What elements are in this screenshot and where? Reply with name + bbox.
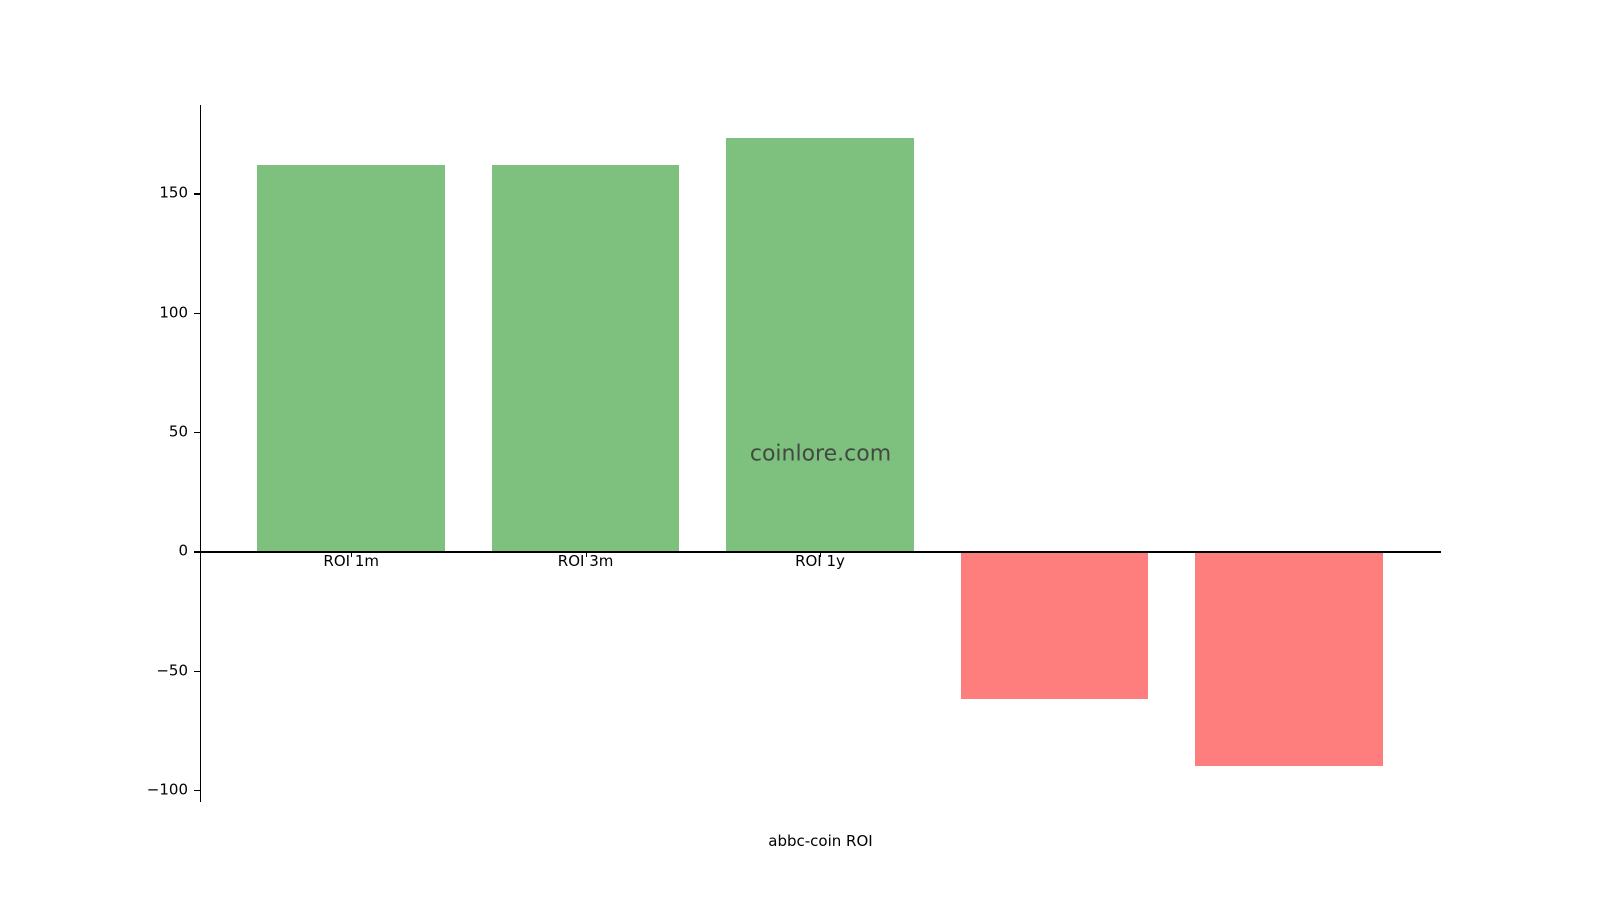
bar-roi-1y	[726, 138, 914, 552]
watermark-text: coinlore.com	[749, 441, 892, 466]
y-tick-mark	[194, 670, 200, 672]
y-axis-spine	[200, 105, 202, 802]
x-tick-mark	[820, 551, 822, 558]
x-axis-zero-line	[200, 551, 1441, 553]
y-tick-mark	[194, 312, 200, 314]
y-tick-mark	[194, 432, 200, 434]
x-tick-label: ROI 1y	[795, 552, 845, 571]
y-tick-mark	[194, 790, 200, 792]
y-tick-label: 100	[159, 303, 188, 322]
chart-title: abbc-coin ROI	[768, 832, 873, 850]
x-tick-mark	[585, 551, 587, 558]
x-tick-label: ROI 3m	[557, 552, 614, 571]
x-tick-mark	[351, 551, 353, 558]
y-tick-label: 0	[178, 541, 188, 560]
bar-roi-1m	[257, 164, 445, 552]
y-tick-label: 50	[168, 422, 188, 441]
y-tick-label: 150	[159, 183, 188, 202]
y-tick-label: −100	[146, 780, 188, 799]
y-tick-label: −50	[156, 661, 188, 680]
bar-unlabeled-4	[960, 551, 1149, 700]
y-tick-mark	[194, 551, 200, 553]
bar-unlabeled-5	[1195, 551, 1383, 767]
y-tick-mark	[194, 193, 200, 195]
x-tick-label: ROI 1m	[323, 552, 379, 571]
bar-roi-3m	[491, 164, 680, 552]
